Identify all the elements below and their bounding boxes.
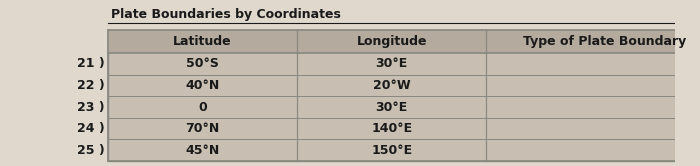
- Text: 140°E: 140°E: [371, 122, 412, 135]
- Text: 20°W: 20°W: [373, 79, 410, 92]
- Text: 50°S: 50°S: [186, 57, 219, 70]
- Text: 150°E: 150°E: [371, 144, 412, 157]
- Text: Type of Plate Boundary: Type of Plate Boundary: [523, 35, 686, 48]
- Text: 23 ): 23 ): [77, 101, 105, 114]
- Bar: [108, 30, 700, 161]
- Text: Longitude: Longitude: [356, 35, 427, 48]
- Text: 30°E: 30°E: [376, 101, 408, 114]
- Text: Plate Boundaries by Coordinates: Plate Boundaries by Coordinates: [111, 8, 342, 21]
- Text: 21 ): 21 ): [77, 57, 105, 70]
- Text: 25 ): 25 ): [77, 144, 105, 157]
- Text: 22 ): 22 ): [77, 79, 105, 92]
- Text: 70°N: 70°N: [186, 122, 220, 135]
- Text: Latitude: Latitude: [174, 35, 232, 48]
- Text: 30°E: 30°E: [376, 57, 408, 70]
- Text: 45°N: 45°N: [186, 144, 220, 157]
- Text: 40°N: 40°N: [186, 79, 220, 92]
- Bar: [108, 30, 700, 53]
- Text: 0: 0: [198, 101, 207, 114]
- Text: 24 ): 24 ): [77, 122, 105, 135]
